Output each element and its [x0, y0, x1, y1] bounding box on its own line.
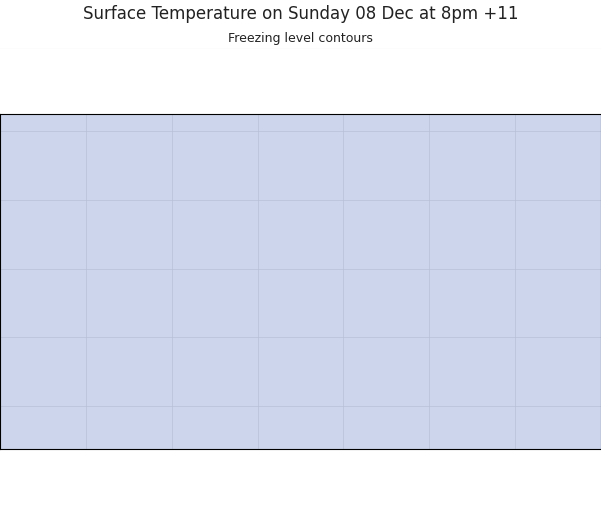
Text: Surface Temperature on Sunday 08 Dec at 8pm +11: Surface Temperature on Sunday 08 Dec at …	[83, 5, 518, 23]
Text: Freezing level contours: Freezing level contours	[228, 31, 373, 45]
